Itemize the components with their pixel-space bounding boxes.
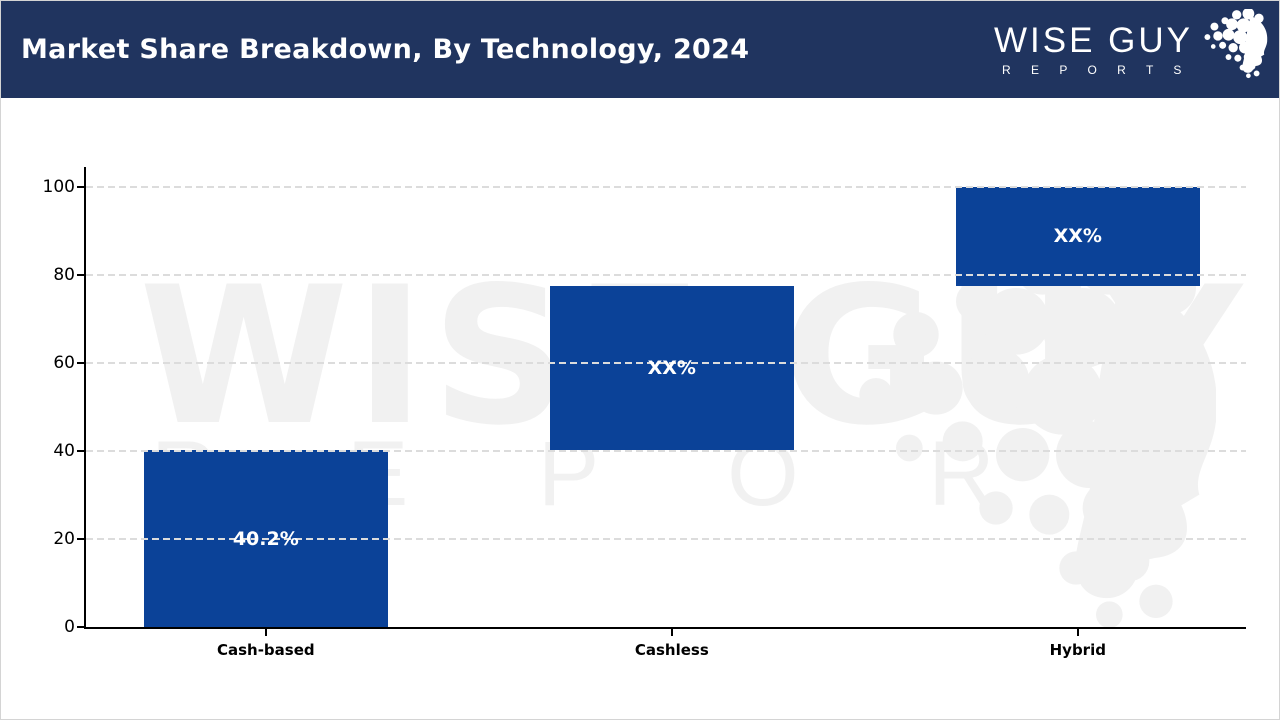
brand-logo-text: WISE GUY R E P O R T S [993, 21, 1193, 77]
face-dots-icon [1204, 9, 1268, 79]
chart-canvas: WISE GUY R E P O R T S 02040608010040.2%… [1, 98, 1279, 719]
page-title: Market Share Breakdown, By Technology, 2… [21, 34, 750, 65]
x-axis [84, 627, 1246, 629]
x-tick [264, 629, 267, 636]
plot-area: 0 20 40 60 80 100 40.2% Cash-based XX% Cashless XX… [43, 167, 1246, 659]
y-tick [77, 361, 84, 364]
x-tick [1076, 629, 1079, 636]
y-tick-label: 0 [64, 617, 75, 637]
y-tick-label: 100 [42, 176, 75, 197]
y-tick [77, 537, 84, 540]
y-tick-label: 40 [53, 440, 75, 461]
brand-logo: WISE GUY R E P O R T S [994, 9, 1269, 91]
y-tick-label: 60 [53, 352, 75, 373]
gridline [86, 361, 1246, 364]
gridline [86, 537, 1246, 540]
y-tick [77, 185, 84, 188]
x-category-label: Hybrid [1049, 641, 1106, 659]
bar-value-label: 40.2% [232, 527, 299, 550]
bar-value-label: XX% [647, 356, 696, 379]
x-category-label: Cash-based [216, 641, 315, 659]
gridline [86, 185, 1246, 188]
y-tick [77, 273, 84, 276]
y-tick [77, 449, 84, 452]
x-tick [670, 629, 673, 636]
header-bar: Market Share Breakdown, By Technology, 2… [1, 1, 1279, 98]
brand-name: WISE GUY [993, 21, 1193, 61]
gridline [86, 449, 1246, 452]
y-tick-label: 20 [53, 528, 75, 549]
bar [549, 285, 794, 451]
bar-value-label: XX% [1053, 225, 1102, 248]
x-category-label: Cashless [634, 641, 709, 659]
gridline [86, 273, 1246, 276]
y-tick [77, 626, 84, 628]
y-tick-label: 80 [53, 264, 75, 285]
bar [955, 186, 1200, 286]
y-axis [84, 167, 86, 629]
brand-subname: R E P O R T S [1002, 62, 1190, 77]
